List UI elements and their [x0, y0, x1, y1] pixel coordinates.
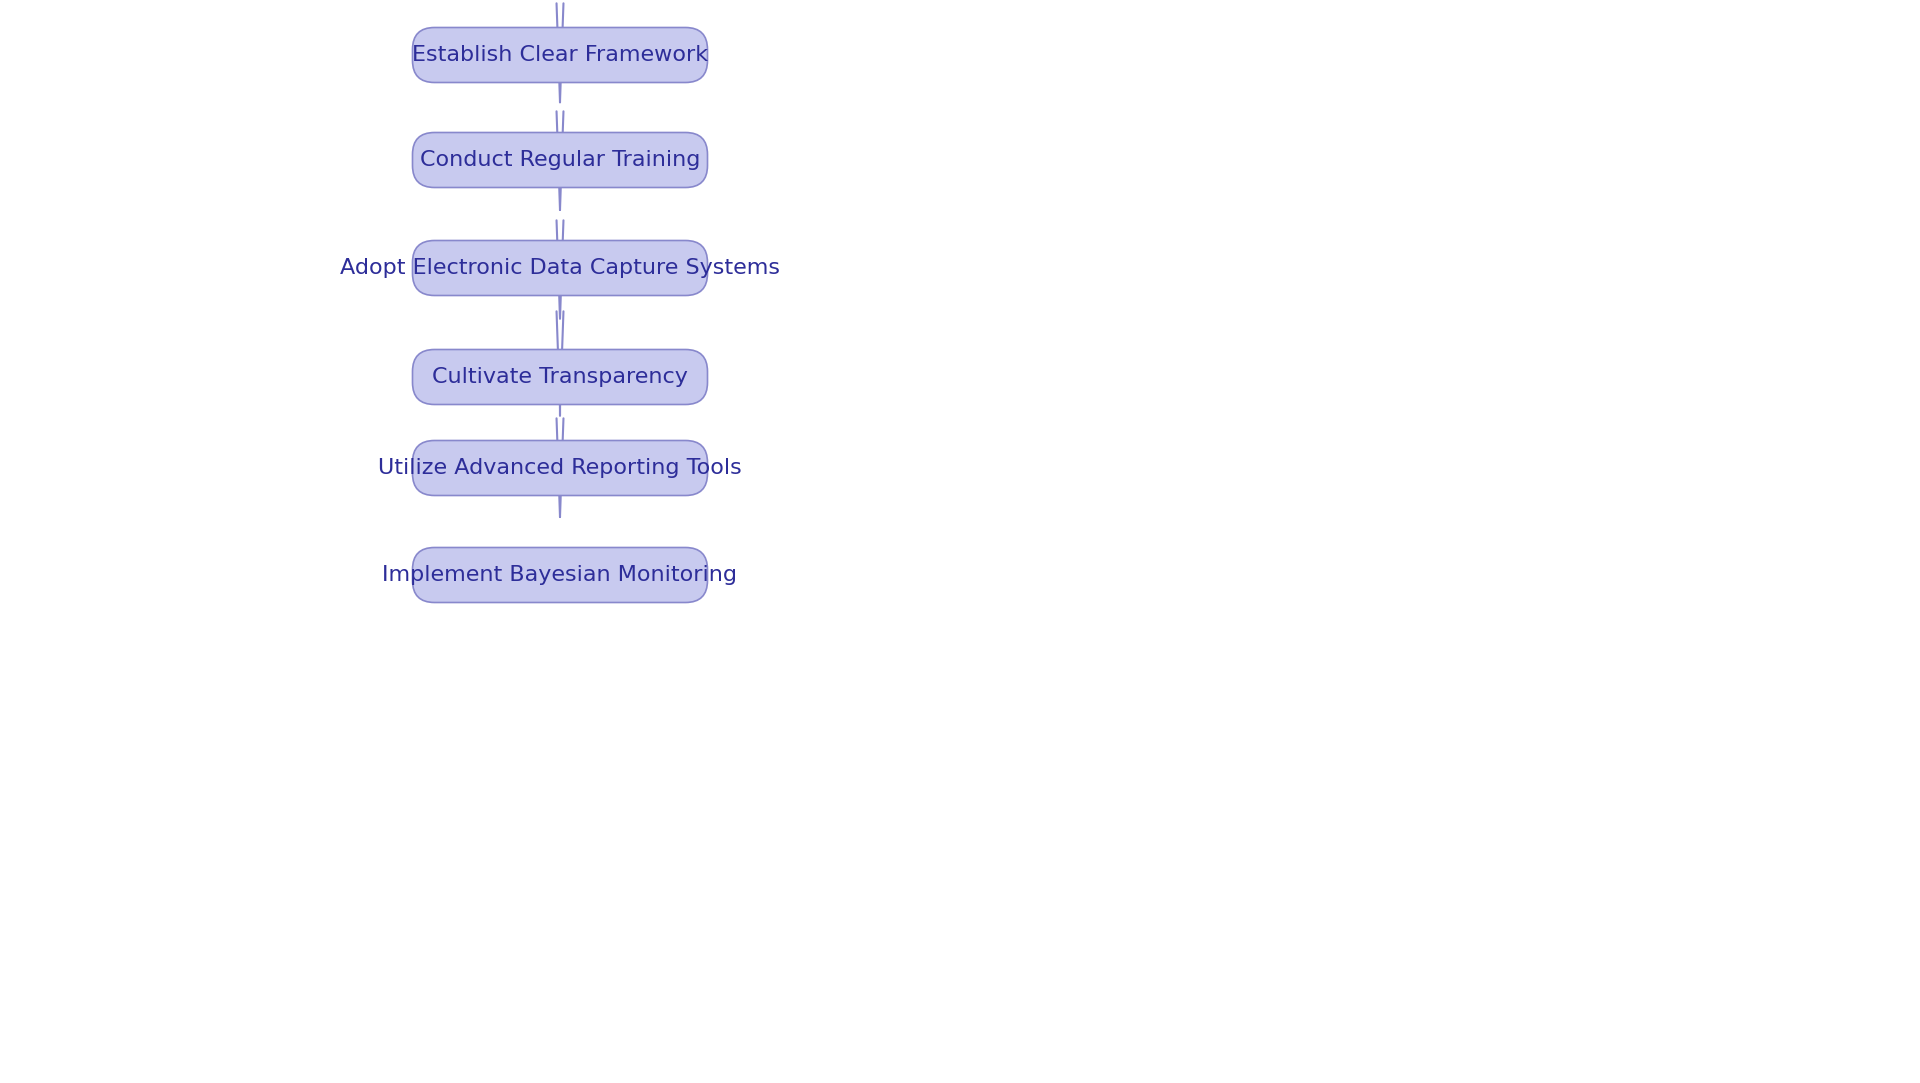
- FancyBboxPatch shape: [413, 350, 707, 404]
- Text: Implement Bayesian Monitoring: Implement Bayesian Monitoring: [382, 565, 737, 585]
- Text: Establish Clear Framework: Establish Clear Framework: [413, 45, 708, 65]
- FancyBboxPatch shape: [413, 441, 707, 496]
- Text: Utilize Advanced Reporting Tools: Utilize Advanced Reporting Tools: [378, 458, 741, 478]
- Text: Cultivate Transparency: Cultivate Transparency: [432, 367, 687, 387]
- Text: Conduct Regular Training: Conduct Regular Training: [420, 151, 701, 170]
- Text: Adopt Electronic Data Capture Systems: Adopt Electronic Data Capture Systems: [340, 258, 780, 278]
- FancyBboxPatch shape: [413, 132, 707, 187]
- FancyBboxPatch shape: [413, 27, 707, 82]
- FancyBboxPatch shape: [413, 548, 707, 602]
- FancyBboxPatch shape: [413, 240, 707, 296]
